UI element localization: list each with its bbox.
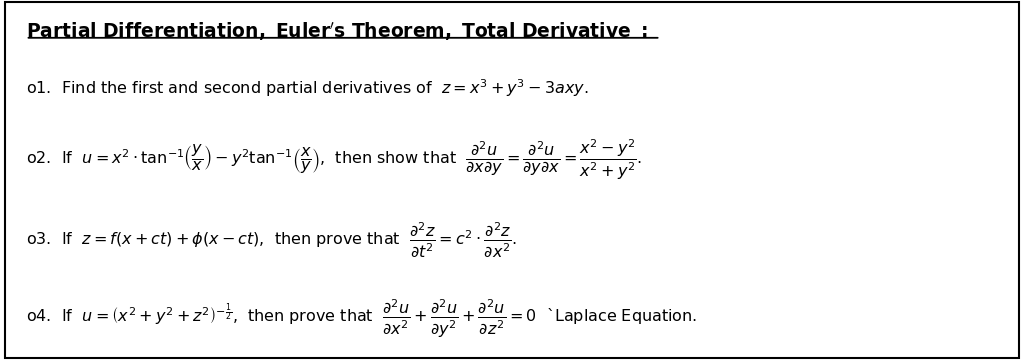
Text: o4.  If  $u = \left(x^2 + y^2 + z^2\right)^{-\frac{1}{2}}$,  then prove that  $\: o4. If $u = \left(x^2 + y^2 + z^2\right)…	[26, 297, 696, 340]
Text: o3.  If  $z = f(x+ct) + \phi(x-ct)$,  then prove that  $\dfrac{\partial^2 z}{\pa: o3. If $z = f(x+ct) + \phi(x-ct)$, then …	[26, 220, 517, 258]
FancyBboxPatch shape	[5, 2, 1019, 358]
Text: $\mathbf{Partial\ Differentiation,\ Euler's\ Theorem,\ Total\ Derivative\ :}$: $\mathbf{Partial\ Differentiation,\ Eule…	[26, 20, 647, 43]
Text: o2.  If  $u = x^2 \cdot \tan^{-1}\!\left(\dfrac{y}{x}\right) - y^2 \tan^{-1}\!\l: o2. If $u = x^2 \cdot \tan^{-1}\!\left(\…	[26, 138, 642, 183]
Text: o1.  Find the first and second partial derivatives of  $z = x^3 + y^3 - 3axy$.: o1. Find the first and second partial de…	[26, 77, 588, 99]
